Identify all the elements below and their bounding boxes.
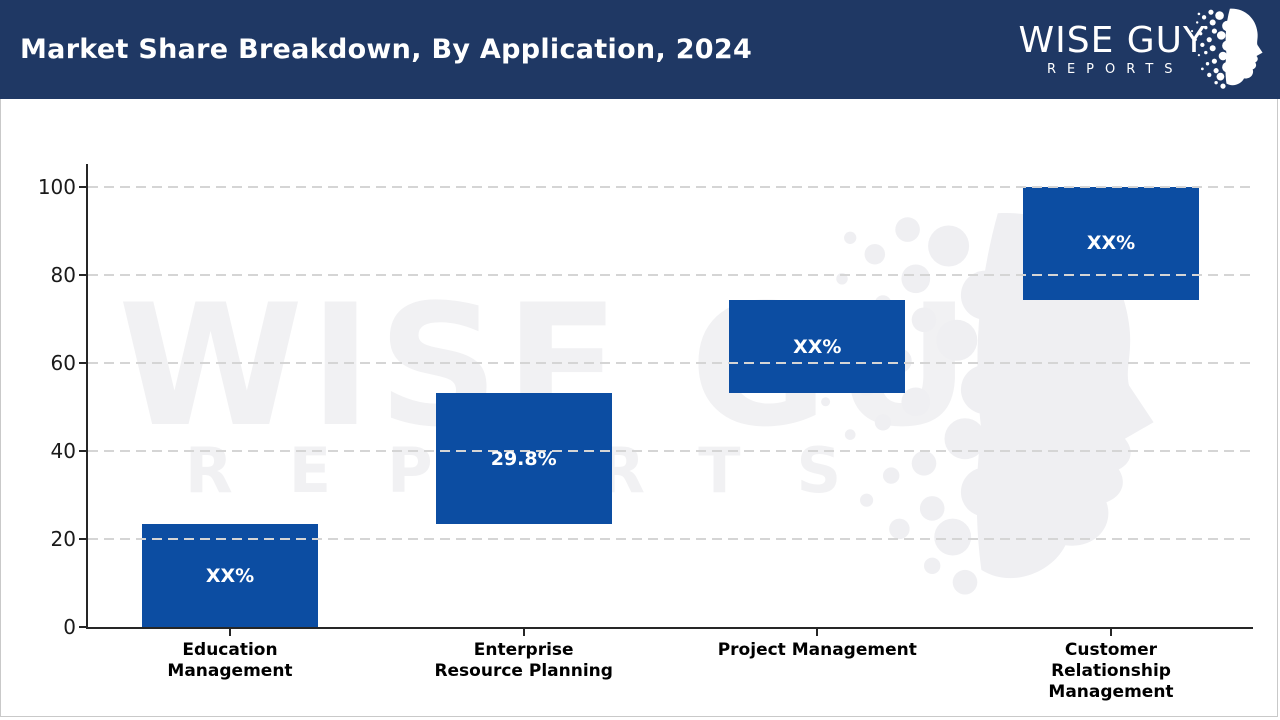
page-title: Market Share Breakdown, By Application, … (20, 34, 753, 65)
chart-area (0, 99, 1278, 717)
dotted-head-icon (1191, 8, 1263, 89)
header-bar: Market Share Breakdown, By Application, … (0, 0, 1280, 99)
brand-name: WISE GUY (1018, 20, 1206, 61)
brand-logo-text: WISE GUY REPORTS (1018, 20, 1207, 78)
brand-tagline: REPORTS (1046, 62, 1184, 77)
brand-logo: WISE GUY REPORTS (1019, 7, 1267, 93)
